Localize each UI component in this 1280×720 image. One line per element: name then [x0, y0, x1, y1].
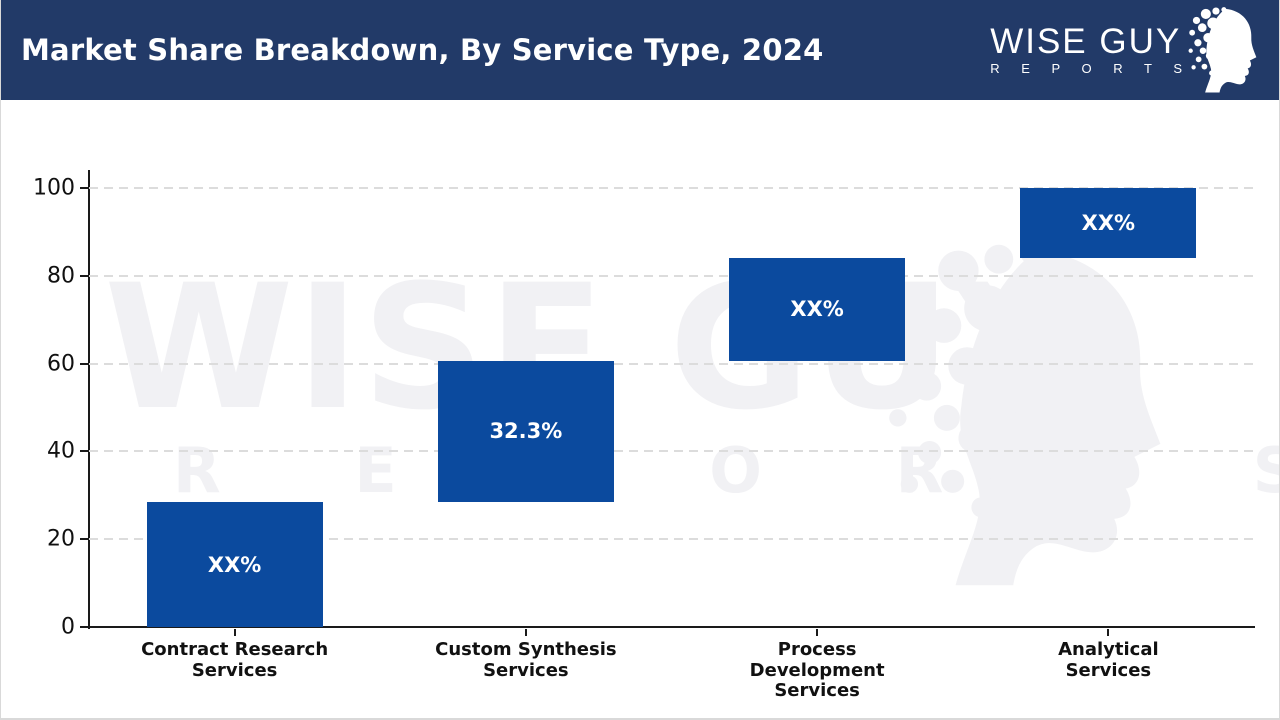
category-label: Analytical Services — [1058, 639, 1159, 681]
y-axis-line — [88, 170, 90, 629]
y-tick-mark — [80, 187, 88, 189]
y-tick-mark — [80, 538, 88, 541]
y-tick-mark — [80, 626, 88, 628]
bar-value-label: XX% — [790, 297, 844, 322]
gridline — [89, 450, 1254, 453]
bar-value-label: XX% — [207, 552, 262, 577]
category-label: Process Development Services — [749, 639, 885, 702]
x-tick-mark — [233, 629, 236, 636]
y-tick-mark — [80, 362, 88, 365]
header: Market Share Breakdown, By Service Type,… — [1, 0, 1279, 100]
brand-subtitle: R E P O R T S — [990, 61, 1191, 77]
category-label: Custom Synthesis Services — [435, 639, 617, 681]
x-axis-line — [88, 626, 1255, 628]
brand-logo: WISE GUY R E P O R T S — [990, 6, 1263, 94]
x-tick-mark — [816, 629, 819, 636]
y-tick-label: 40 — [47, 438, 75, 464]
y-tick-label: 0 — [61, 614, 75, 640]
brand-name: WISE GUY — [990, 21, 1182, 61]
bar: XX% — [729, 258, 906, 361]
y-tick-label: 60 — [47, 351, 75, 377]
gridline — [89, 362, 1254, 365]
bar-value-label: 32.3% — [489, 419, 563, 444]
chart-title: Market Share Breakdown, By Service Type,… — [21, 33, 824, 67]
y-tick-label: 100 — [33, 175, 75, 201]
category-label: Contract Research Services — [141, 639, 329, 681]
gridline — [89, 187, 1254, 189]
gridline — [89, 538, 1254, 541]
gridline — [89, 274, 1254, 277]
bar: XX% — [1020, 188, 1197, 259]
y-tick-label: 80 — [47, 263, 75, 289]
x-tick-mark — [1107, 629, 1110, 636]
bar: XX% — [146, 502, 323, 627]
y-tick-mark — [80, 274, 88, 277]
bar-value-label: XX% — [1081, 211, 1136, 236]
x-tick-mark — [524, 629, 527, 636]
bar: 32.3% — [437, 360, 614, 503]
y-tick-label: 20 — [47, 526, 75, 552]
brand-logo-text: WISE GUY R E P O R T S — [990, 21, 1191, 77]
y-tick-mark — [80, 450, 88, 453]
